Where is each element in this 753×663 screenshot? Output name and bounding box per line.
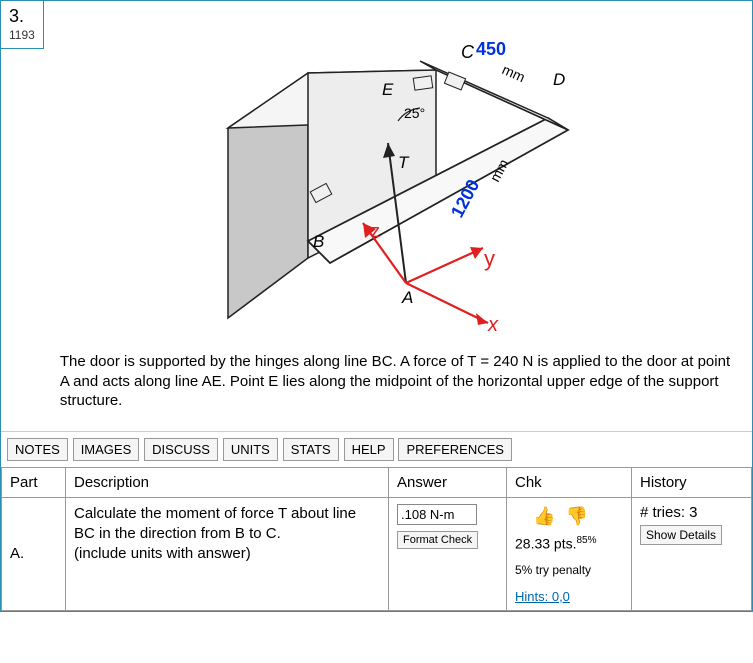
- label-x: x: [487, 314, 499, 333]
- part-description: Calculate the moment of force T about li…: [66, 497, 389, 611]
- label-y: y: [484, 246, 495, 271]
- show-details-button[interactable]: Show Details: [640, 525, 722, 545]
- label-c: C: [461, 42, 475, 62]
- hints-link[interactable]: Hints: 0,0: [515, 589, 623, 604]
- th-chk: Chk: [507, 467, 632, 497]
- question-container: 3. 1193: [0, 0, 753, 612]
- tries-count: # tries: 3: [640, 504, 743, 521]
- label-b: B: [313, 232, 324, 251]
- question-number-cell: 3. 1193: [1, 1, 44, 49]
- points-pct: 85%: [577, 535, 597, 546]
- label-d: D: [553, 70, 565, 89]
- thumbs-down-icon[interactable]: 👎: [566, 506, 588, 526]
- vote-icons: 👍 👎: [515, 504, 623, 535]
- part-label: A.: [2, 497, 66, 611]
- parts-table: Part Description Answer Chk History A. C…: [1, 467, 752, 612]
- table-row: A. Calculate the moment of force T about…: [2, 497, 752, 611]
- tab-units[interactable]: UNITS: [223, 438, 278, 461]
- chk-cell: 👍 👎 28.33 pts.85% 5% try penalty Hints: …: [507, 497, 632, 611]
- tab-preferences[interactable]: PREFERENCES: [398, 438, 512, 461]
- desc-line2: (include units with answer): [74, 545, 251, 562]
- th-description: Description: [66, 467, 389, 497]
- points-value: 28.33 pts.: [515, 535, 577, 551]
- tab-help[interactable]: HELP: [344, 438, 394, 461]
- diagram: B A E T 25° C 450 mm D 1200 mm x y z: [56, 9, 740, 346]
- question-number: 3.: [9, 5, 35, 28]
- points-line: 28.33 pts.85%: [515, 535, 623, 552]
- problem-text: The door is supported by the hinges alon…: [56, 346, 740, 419]
- label-cd-unit: mm: [500, 61, 528, 85]
- label-t: T: [398, 153, 410, 172]
- label-z: z: [371, 221, 380, 241]
- tab-stats[interactable]: STATS: [283, 438, 339, 461]
- th-part: Part: [2, 467, 66, 497]
- tab-images[interactable]: IMAGES: [73, 438, 140, 461]
- label-e: E: [382, 80, 394, 99]
- table-header-row: Part Description Answer Chk History: [2, 467, 752, 497]
- th-answer: Answer: [389, 467, 507, 497]
- question-header: 3. 1193: [1, 1, 752, 431]
- thumbs-up-icon[interactable]: 👍: [533, 506, 555, 526]
- penalty-text: 5% try penalty: [515, 563, 623, 577]
- desc-line1: Calculate the moment of force T about li…: [74, 505, 356, 542]
- format-check-button[interactable]: Format Check: [397, 531, 478, 549]
- question-id: 1193: [9, 28, 35, 44]
- label-cd-len: 450: [476, 39, 506, 59]
- label-angle: 25°: [404, 105, 425, 121]
- answer-input[interactable]: [397, 504, 477, 525]
- question-body: B A E T 25° C 450 mm D 1200 mm x y z The…: [44, 1, 752, 431]
- tab-notes[interactable]: NOTES: [7, 438, 68, 461]
- label-a: A: [401, 288, 413, 307]
- door-diagram-svg: B A E T 25° C 450 mm D 1200 mm x y z: [188, 13, 608, 333]
- tabs-row: NOTES IMAGES DISCUSS UNITS STATS HELP PR…: [1, 431, 752, 467]
- history-cell: # tries: 3 Show Details: [632, 497, 752, 611]
- tab-discuss[interactable]: DISCUSS: [144, 438, 218, 461]
- th-history: History: [632, 467, 752, 497]
- answer-cell: Format Check: [389, 497, 507, 611]
